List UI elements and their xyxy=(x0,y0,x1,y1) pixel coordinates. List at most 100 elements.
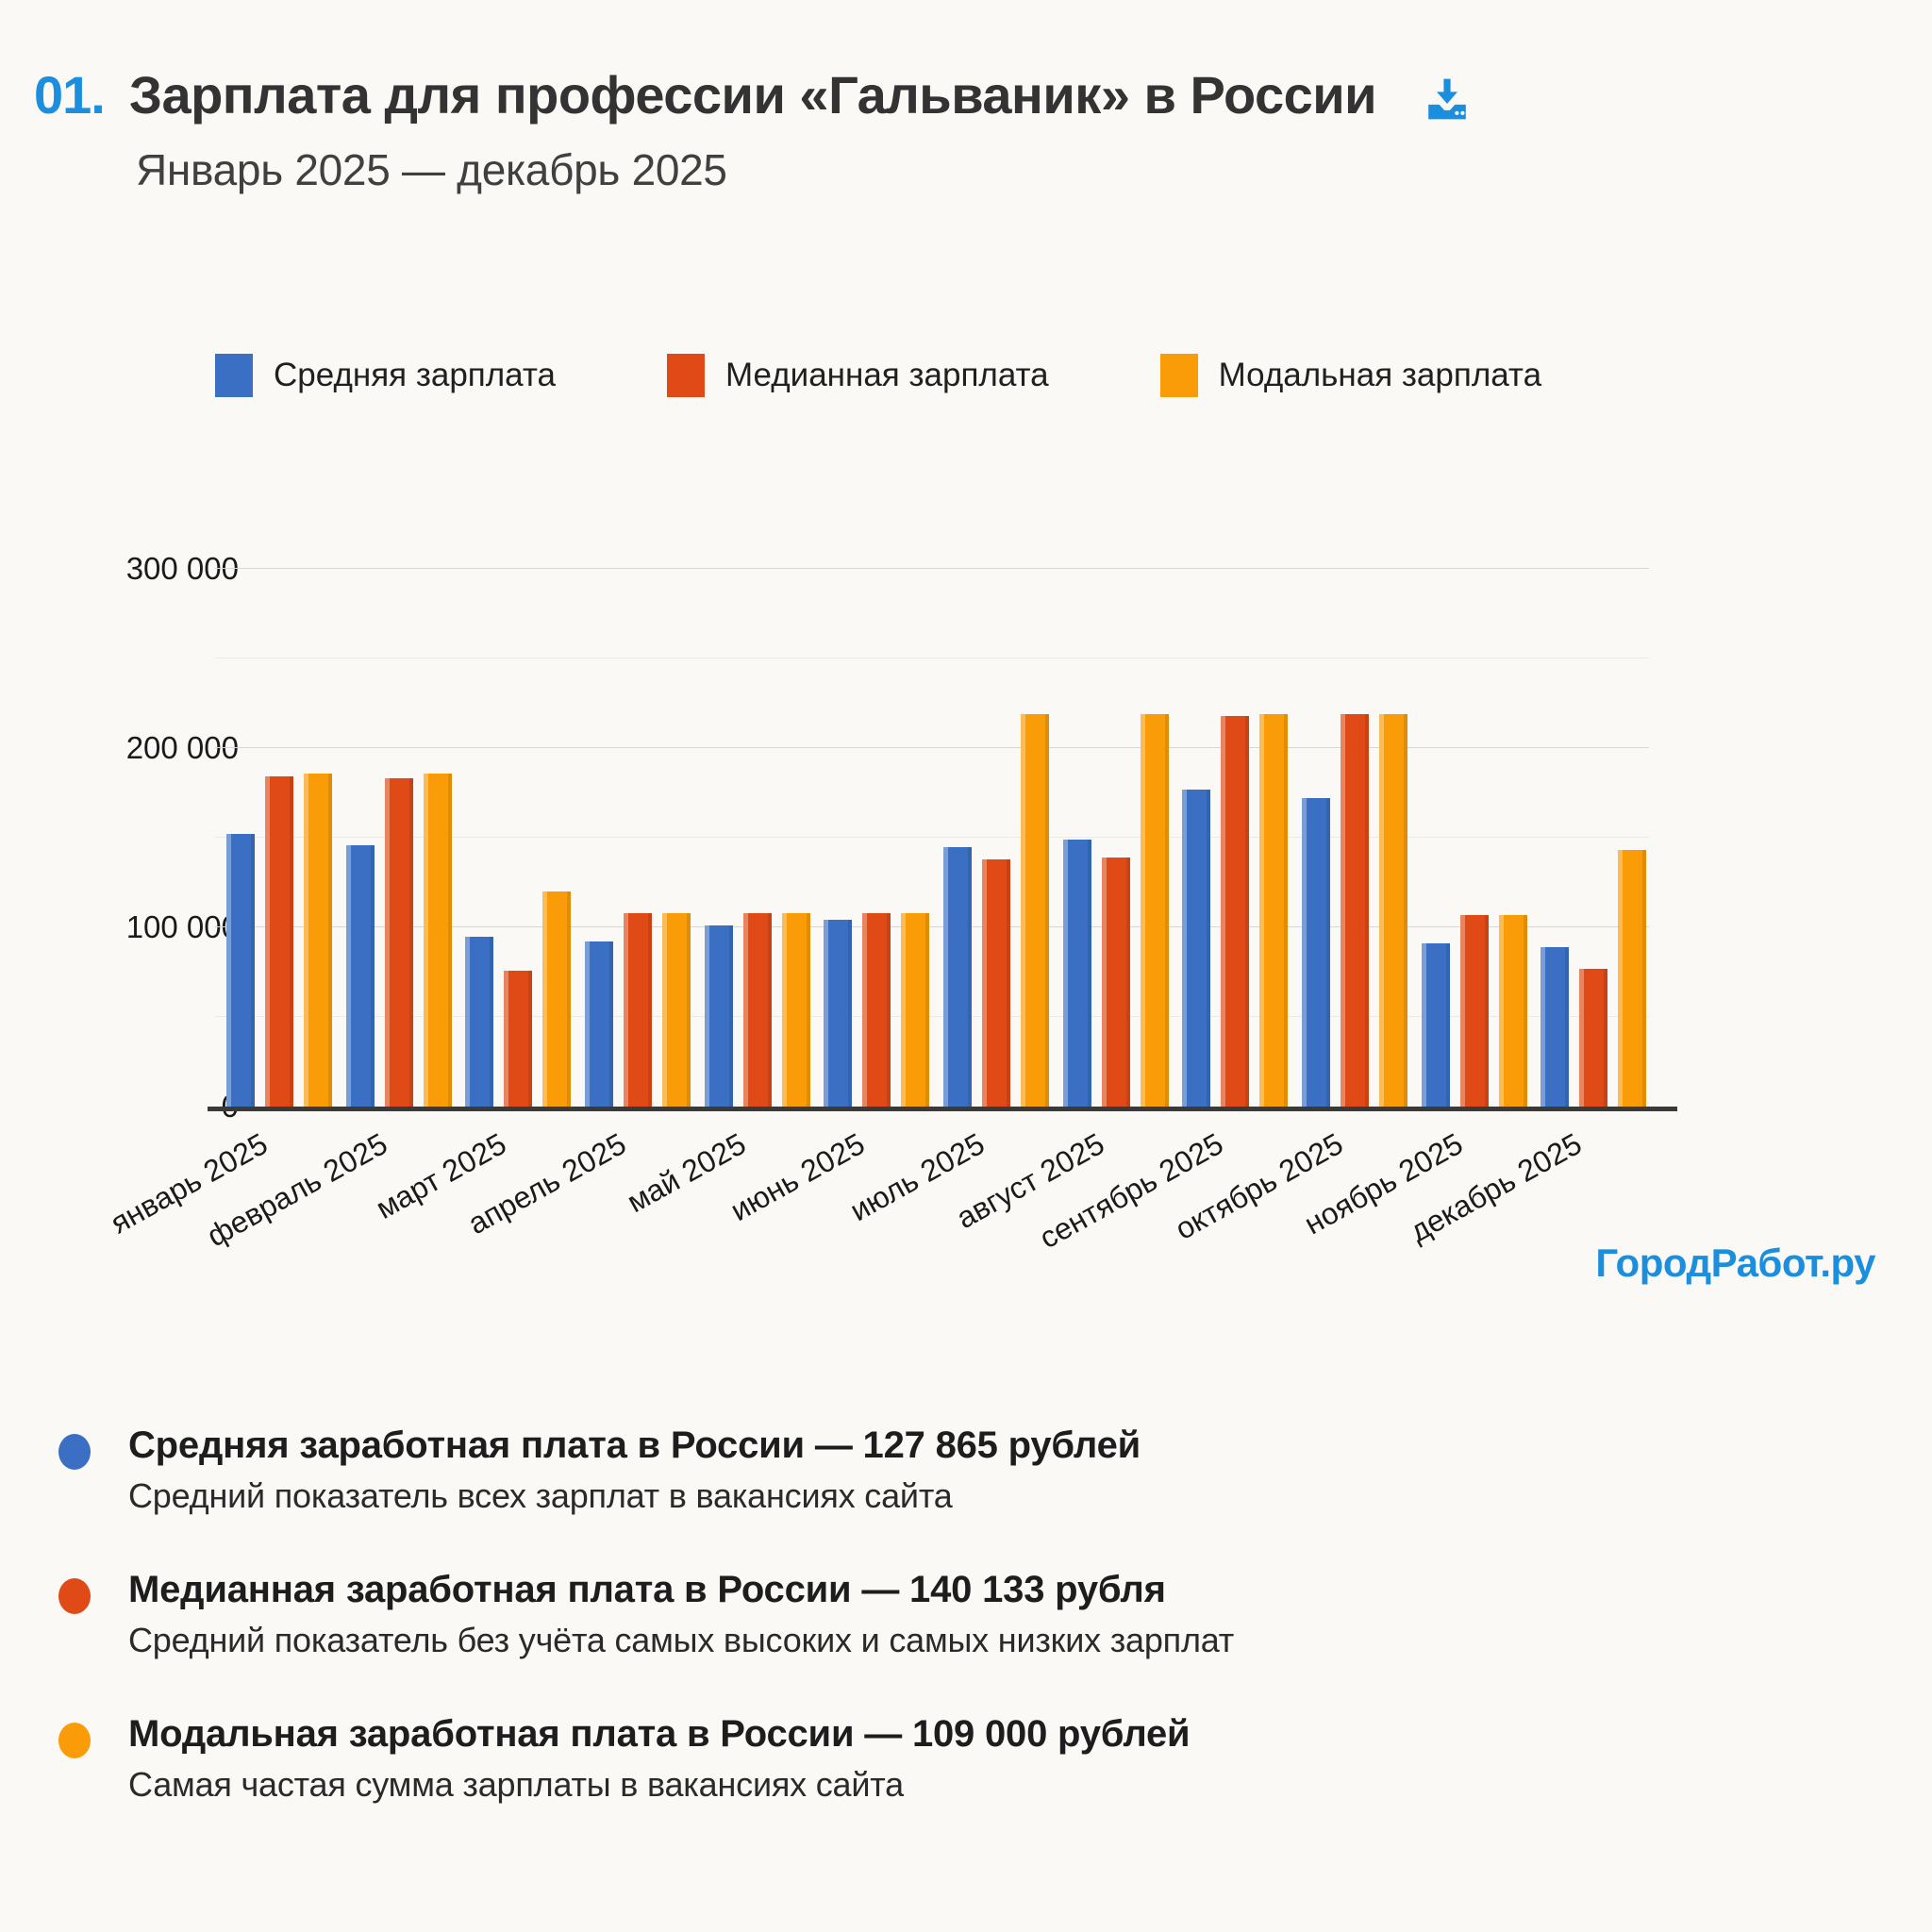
bar-group xyxy=(812,569,932,1107)
bar-highlight xyxy=(1062,839,1068,1107)
bar-0[interactable] xyxy=(1421,943,1450,1107)
bar-group xyxy=(1410,569,1530,1107)
bar-group xyxy=(215,569,335,1107)
bar-shadow xyxy=(1125,857,1130,1107)
bar-1[interactable] xyxy=(504,970,533,1107)
bar-highlight xyxy=(1101,857,1107,1107)
bar-highlight xyxy=(1021,713,1026,1107)
bar-shadow xyxy=(1445,943,1450,1107)
bar-highlight xyxy=(226,834,231,1107)
bar-0[interactable] xyxy=(345,844,375,1107)
legend-item-0[interactable]: Средняя зарплата xyxy=(215,354,556,397)
bar-1[interactable] xyxy=(982,858,1011,1107)
bar-2[interactable] xyxy=(1618,850,1647,1107)
legend-swatch-icon xyxy=(666,354,705,397)
bar-highlight xyxy=(742,912,748,1107)
bar-0[interactable] xyxy=(1182,789,1211,1107)
bar-highlight xyxy=(901,912,907,1107)
bar-2[interactable] xyxy=(781,912,810,1107)
bar-highlight xyxy=(542,891,548,1107)
bar-shadow xyxy=(609,941,614,1107)
bar-shadow xyxy=(925,912,930,1107)
bar-highlight xyxy=(1379,713,1385,1107)
legend-item-2[interactable]: Модальная зарплата xyxy=(1159,354,1541,397)
bar-highlight xyxy=(1182,789,1188,1107)
bar-shadow xyxy=(447,773,452,1107)
bar-shadow xyxy=(1245,715,1250,1107)
bar-2[interactable] xyxy=(304,773,332,1107)
bar-0[interactable] xyxy=(1541,946,1570,1107)
bar-shadow xyxy=(1164,713,1169,1107)
bar-shadow xyxy=(1642,850,1647,1107)
bar-shadow xyxy=(1007,858,1011,1107)
bar-highlight xyxy=(1541,946,1546,1107)
download-icon[interactable] xyxy=(1422,74,1473,129)
page-title: Зарплата для профессии «Гальваник» в Рос… xyxy=(128,65,1377,125)
bar-1[interactable] xyxy=(1579,968,1608,1107)
bar-highlight xyxy=(1341,713,1346,1107)
bar-shadow xyxy=(968,846,973,1107)
bar-1[interactable] xyxy=(1459,914,1489,1107)
bar-shadow xyxy=(328,773,332,1107)
bar-1[interactable] xyxy=(265,776,293,1107)
bar-shadow xyxy=(1326,798,1331,1107)
note-bullet-icon xyxy=(58,1578,91,1614)
bar-2[interactable] xyxy=(542,891,572,1107)
bar-highlight xyxy=(1259,713,1265,1107)
bar-shadow xyxy=(490,936,494,1107)
bar-1[interactable] xyxy=(1341,713,1370,1107)
bar-1[interactable] xyxy=(862,912,891,1107)
bar-0[interactable] xyxy=(585,941,614,1107)
bar-highlight xyxy=(304,773,308,1107)
bar-1[interactable] xyxy=(624,912,653,1107)
watermark: ГородРабот.ру xyxy=(1595,1241,1875,1285)
section-number: 01. xyxy=(34,65,106,125)
bar-1[interactable] xyxy=(384,778,413,1107)
bar-shadow xyxy=(528,970,533,1107)
note-title: Модальная заработная плата в России — 10… xyxy=(128,1713,1191,1755)
bar-1[interactable] xyxy=(1221,715,1250,1107)
salary-bar-chart: Средняя зарплата Медианная зарплата Модаль… xyxy=(0,340,1932,1285)
bar-highlight xyxy=(1498,914,1504,1107)
bar-2[interactable] xyxy=(423,773,452,1107)
x-axis-labels: январь 2025 февраль 2025 март 2025 апрель 2… xyxy=(105,1111,1649,1272)
bar-highlight xyxy=(1459,914,1465,1107)
bar-2[interactable] xyxy=(1379,713,1408,1107)
note-bullet-icon xyxy=(58,1434,91,1470)
bar-0[interactable] xyxy=(1302,798,1331,1107)
bar-highlight xyxy=(423,773,428,1107)
bar-shadow xyxy=(728,925,733,1107)
bar-2[interactable] xyxy=(901,912,930,1107)
bar-highlight xyxy=(624,912,629,1107)
bar-2[interactable] xyxy=(1021,713,1050,1107)
bar-highlight xyxy=(345,844,351,1107)
bar-shadow xyxy=(370,844,375,1107)
legend-swatch-icon xyxy=(1159,354,1198,397)
bar-highlight xyxy=(1221,715,1226,1107)
note-item-2: Модальная заработная плата в России — 10… xyxy=(34,1713,1732,1805)
bar-1[interactable] xyxy=(1101,857,1130,1107)
bar-0[interactable] xyxy=(943,846,973,1107)
bar-0[interactable] xyxy=(226,834,255,1107)
bar-shadow xyxy=(887,912,891,1107)
bar-highlight xyxy=(1302,798,1307,1107)
title-row: 01. Зарплата для профессии «Гальваник» в… xyxy=(34,65,1902,129)
bar-group xyxy=(454,569,574,1107)
bar-0[interactable] xyxy=(465,936,494,1107)
bar-0[interactable] xyxy=(824,920,853,1107)
bar-0[interactable] xyxy=(1062,839,1091,1107)
bar-2[interactable] xyxy=(1259,713,1289,1107)
bar-highlight xyxy=(1140,713,1145,1107)
bar-1[interactable] xyxy=(742,912,772,1107)
gridline xyxy=(215,837,1649,838)
bar-2[interactable] xyxy=(662,912,691,1107)
bar-highlight xyxy=(862,912,868,1107)
gridline xyxy=(215,747,1649,748)
bar-2[interactable] xyxy=(1140,713,1169,1107)
legend-item-1[interactable]: Медианная зарплата xyxy=(666,354,1049,397)
plot-area xyxy=(208,568,1677,1111)
bar-highlight xyxy=(265,776,270,1107)
bar-0[interactable] xyxy=(704,925,733,1107)
bar-2[interactable] xyxy=(1498,914,1527,1107)
bar-shadow xyxy=(848,920,853,1107)
